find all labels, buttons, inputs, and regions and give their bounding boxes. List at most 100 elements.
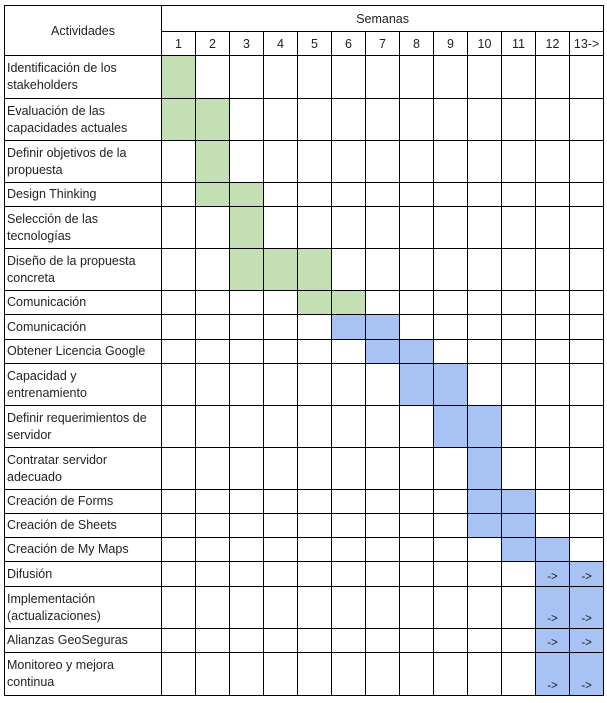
activity-label: Identificación de los stakeholders xyxy=(4,55,162,99)
gantt-empty-cell xyxy=(161,363,196,406)
gantt-empty-cell xyxy=(161,248,196,291)
gantt-empty-cell xyxy=(399,405,434,448)
gantt-empty-cell xyxy=(263,140,298,183)
gantt-empty-cell xyxy=(331,98,366,141)
gantt-empty-cell xyxy=(365,206,400,249)
gantt-empty-cell xyxy=(229,55,264,99)
gantt-empty-cell xyxy=(399,314,434,340)
gantt-empty-cell xyxy=(433,447,468,490)
gantt-empty-cell xyxy=(161,513,196,538)
gantt-bar-cell xyxy=(229,206,264,249)
gantt-bar-cell xyxy=(365,339,400,364)
gantt-empty-cell xyxy=(331,652,366,696)
gantt-empty-cell xyxy=(161,537,196,562)
gantt-empty-cell xyxy=(195,363,230,406)
activity-row: Creación de My Maps xyxy=(4,537,605,562)
gantt-empty-cell xyxy=(365,140,400,183)
gantt-empty-cell xyxy=(399,248,434,291)
gantt-empty-cell xyxy=(399,489,434,514)
gantt-empty-cell xyxy=(331,628,366,653)
gantt-empty-cell xyxy=(229,98,264,141)
gantt-empty-cell xyxy=(568,248,605,291)
gantt-bar-cell: -> xyxy=(568,561,605,587)
gantt-empty-cell xyxy=(263,314,298,340)
activity-row: Definir objetivos de la propuesta xyxy=(4,140,605,183)
gantt-bar-cell xyxy=(229,248,264,291)
gantt-bar-cell xyxy=(399,363,434,406)
gantt-empty-cell xyxy=(365,363,400,406)
week-header-13: 13-> xyxy=(568,31,605,56)
gantt-empty-cell xyxy=(501,98,536,141)
gantt-empty-cell xyxy=(195,314,230,340)
continuation-marker: -> xyxy=(581,613,592,625)
gantt-empty-cell xyxy=(433,140,468,183)
gantt-bar-cell xyxy=(195,140,230,183)
gantt-bar-cell xyxy=(229,182,264,207)
gantt-empty-cell xyxy=(535,55,570,99)
activity-label: Evaluación de las capacidades actuales xyxy=(4,98,162,141)
gantt-empty-cell xyxy=(331,248,366,291)
gantt-empty-cell xyxy=(535,206,570,249)
continuation-marker: -> xyxy=(547,613,558,625)
gantt-empty-cell xyxy=(263,98,298,141)
gantt-empty-cell xyxy=(331,489,366,514)
gantt-empty-cell xyxy=(195,290,230,315)
gantt-empty-cell xyxy=(501,586,536,629)
gantt-empty-cell xyxy=(568,513,605,538)
activity-label: Contratar servidor adecuado xyxy=(4,447,162,490)
gantt-empty-cell xyxy=(501,405,536,448)
gantt-empty-cell xyxy=(399,513,434,538)
gantt-empty-cell xyxy=(263,537,298,562)
gantt-empty-cell xyxy=(467,182,502,207)
gantt-empty-cell xyxy=(331,140,366,183)
gantt-empty-cell xyxy=(467,537,502,562)
activity-row: Comunicación xyxy=(4,314,605,340)
gantt-empty-cell xyxy=(535,140,570,183)
week-header-6: 6 xyxy=(331,31,366,56)
gantt-empty-cell xyxy=(568,140,605,183)
gantt-empty-cell xyxy=(263,447,298,490)
gantt-empty-cell xyxy=(229,447,264,490)
gantt-empty-cell xyxy=(433,513,468,538)
gantt-empty-cell xyxy=(161,561,196,587)
gantt-empty-cell xyxy=(399,206,434,249)
week-header-4: 4 xyxy=(263,31,298,56)
gantt-empty-cell xyxy=(433,652,468,696)
gantt-empty-cell xyxy=(365,537,400,562)
gantt-empty-cell xyxy=(195,586,230,629)
gantt-empty-cell xyxy=(535,513,570,538)
gantt-empty-cell xyxy=(501,206,536,249)
gantt-empty-cell xyxy=(331,447,366,490)
activity-label: Obtener Licencia Google xyxy=(4,339,162,364)
gantt-empty-cell xyxy=(467,98,502,141)
gantt-empty-cell xyxy=(263,561,298,587)
gantt-empty-cell xyxy=(399,98,434,141)
gantt-empty-cell xyxy=(229,537,264,562)
gantt-empty-cell xyxy=(331,513,366,538)
week-header-5: 5 xyxy=(297,31,332,56)
gantt-empty-cell xyxy=(263,182,298,207)
gantt-empty-cell xyxy=(467,363,502,406)
gantt-empty-cell xyxy=(399,561,434,587)
gantt-empty-cell xyxy=(297,628,332,653)
gantt-empty-cell xyxy=(501,628,536,653)
gantt-empty-cell xyxy=(195,513,230,538)
weeks-header: Semanas xyxy=(160,5,605,32)
gantt-empty-cell xyxy=(331,55,366,99)
gantt-empty-cell xyxy=(467,290,502,315)
gantt-empty-cell xyxy=(229,290,264,315)
gantt-bar-cell xyxy=(501,537,536,562)
activity-row: Obtener Licencia Google xyxy=(4,339,605,364)
gantt-empty-cell xyxy=(195,652,230,696)
gantt-empty-cell xyxy=(501,248,536,291)
activity-label: Difusión xyxy=(4,561,162,587)
gantt-empty-cell xyxy=(568,290,605,315)
gantt-empty-cell xyxy=(433,586,468,629)
gantt-empty-cell xyxy=(263,652,298,696)
gantt-empty-cell xyxy=(568,489,605,514)
gantt-empty-cell xyxy=(263,290,298,315)
gantt-empty-cell xyxy=(297,405,332,448)
gantt-empty-cell xyxy=(568,55,605,99)
gantt-empty-cell xyxy=(433,339,468,364)
gantt-empty-cell xyxy=(399,182,434,207)
